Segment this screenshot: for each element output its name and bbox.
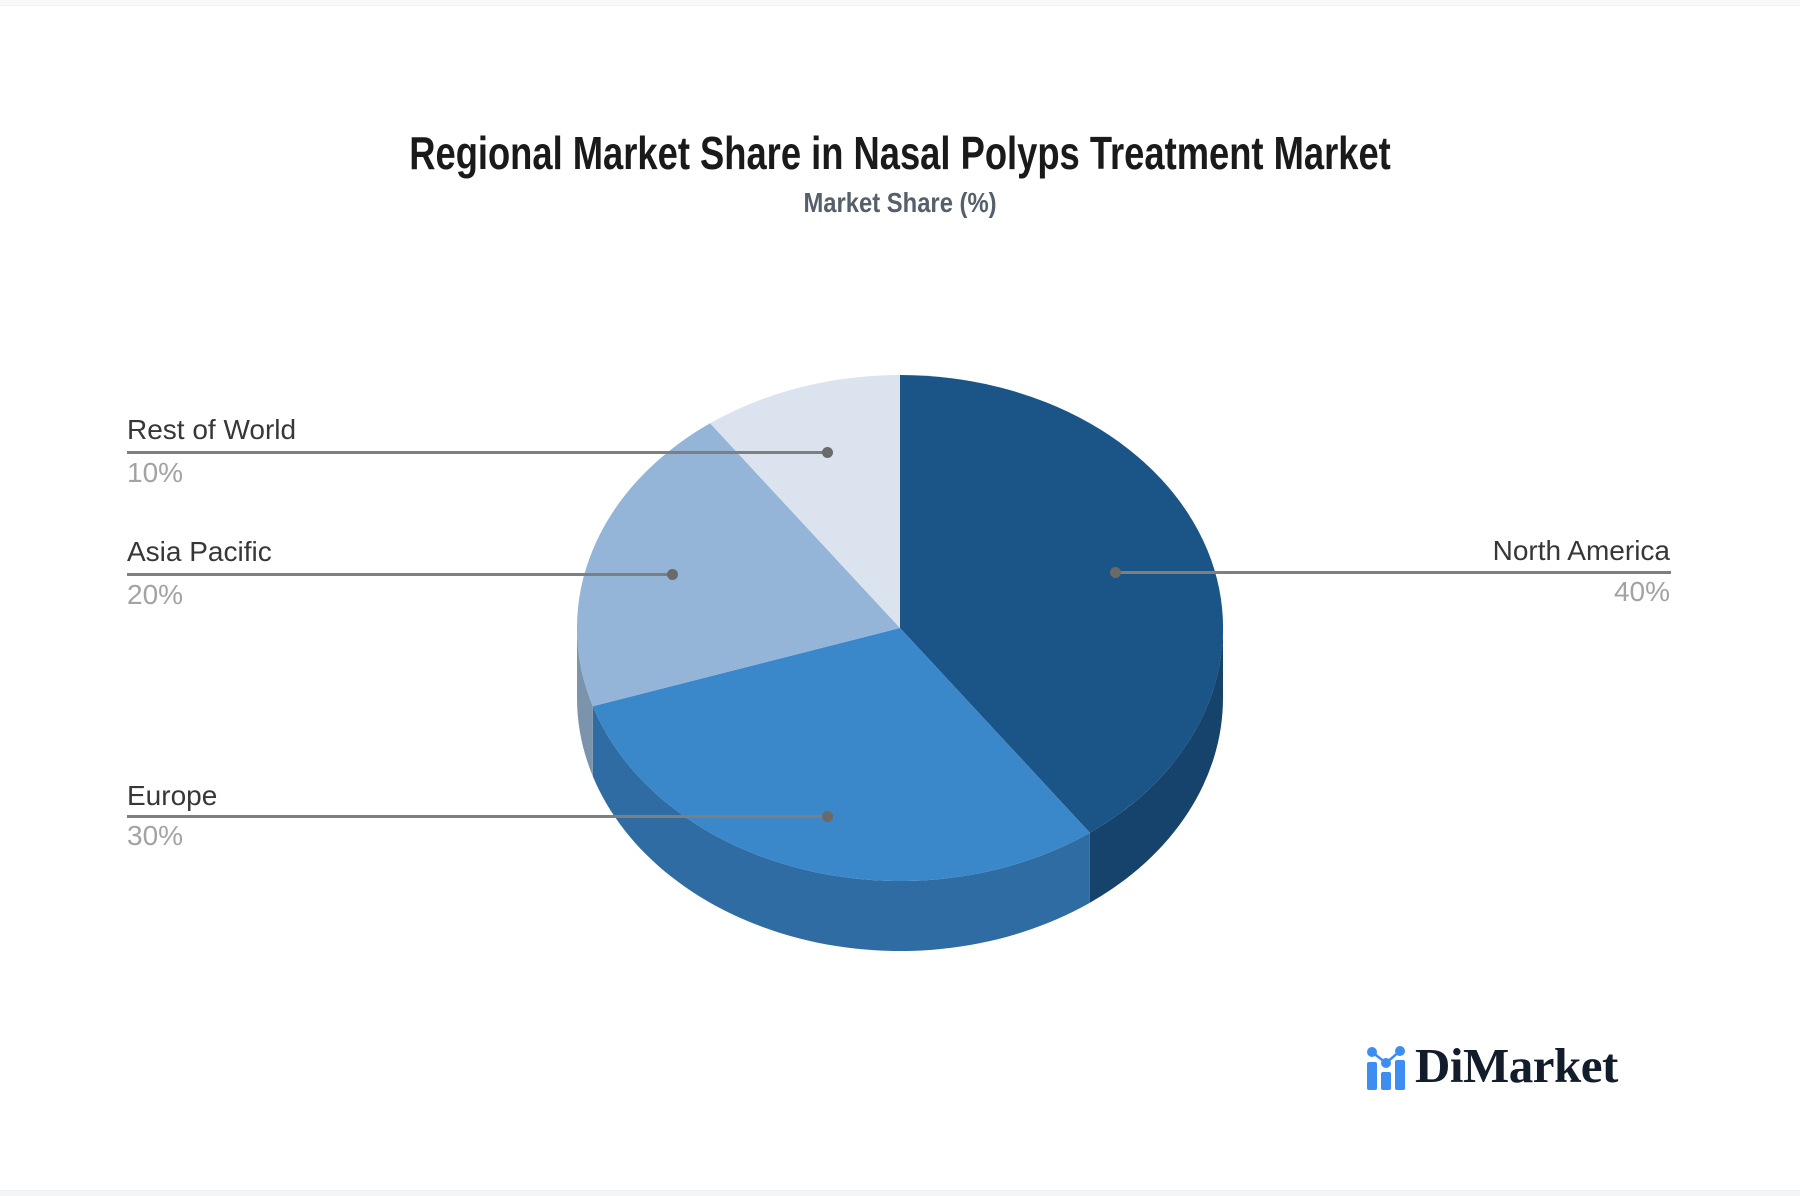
label-north-america: North America (1492, 535, 1670, 566)
value-north-america: 40% (1613, 576, 1670, 607)
value-rest-of-world: 10% (127, 457, 184, 488)
pie-slice-north-america[interactable] (900, 375, 1224, 833)
label-europe: Europe (127, 780, 218, 811)
leader-line-asia-pacific (127, 573, 673, 576)
chart-subtitle: Market Share (%) (803, 187, 997, 218)
pie-slice-side-europe[interactable] (592, 706, 1090, 952)
pie-slice-rest-of-world[interactable] (710, 375, 900, 628)
leader-line-rest-of-world (127, 451, 827, 454)
leader-dot-asia-pacific (667, 569, 678, 580)
pie-slice-side-asia-pacific[interactable] (577, 628, 593, 777)
top-edge-strip (0, 0, 1800, 6)
leader-dot-europe (822, 811, 833, 822)
label-asia-pacific: Asia Pacific (127, 536, 272, 567)
pie-slice-asia-pacific[interactable] (576, 423, 900, 707)
bar-line-chart-icon (1367, 1046, 1405, 1090)
leader-dot-north-america (1110, 567, 1121, 578)
label-rest-of-world: Rest of World (127, 414, 297, 445)
dimarket-logo[interactable]: DiMarket (1366, 1041, 1618, 1090)
leader-line-north-america (1115, 571, 1671, 574)
bottom-edge-strip (0, 1190, 1800, 1196)
value-asia-pacific: 20% (127, 579, 184, 610)
leader-dot-rest-of-world (822, 447, 833, 458)
pie-slice-side-north-america[interactable] (1089, 628, 1224, 903)
chart-title: Regional Market Share in Nasal Polyps Tr… (409, 127, 1391, 179)
dimarket-logo-text: DiMarket (1415, 1038, 1618, 1093)
leader-line-europe (127, 815, 827, 818)
value-europe: 30% (127, 820, 184, 851)
